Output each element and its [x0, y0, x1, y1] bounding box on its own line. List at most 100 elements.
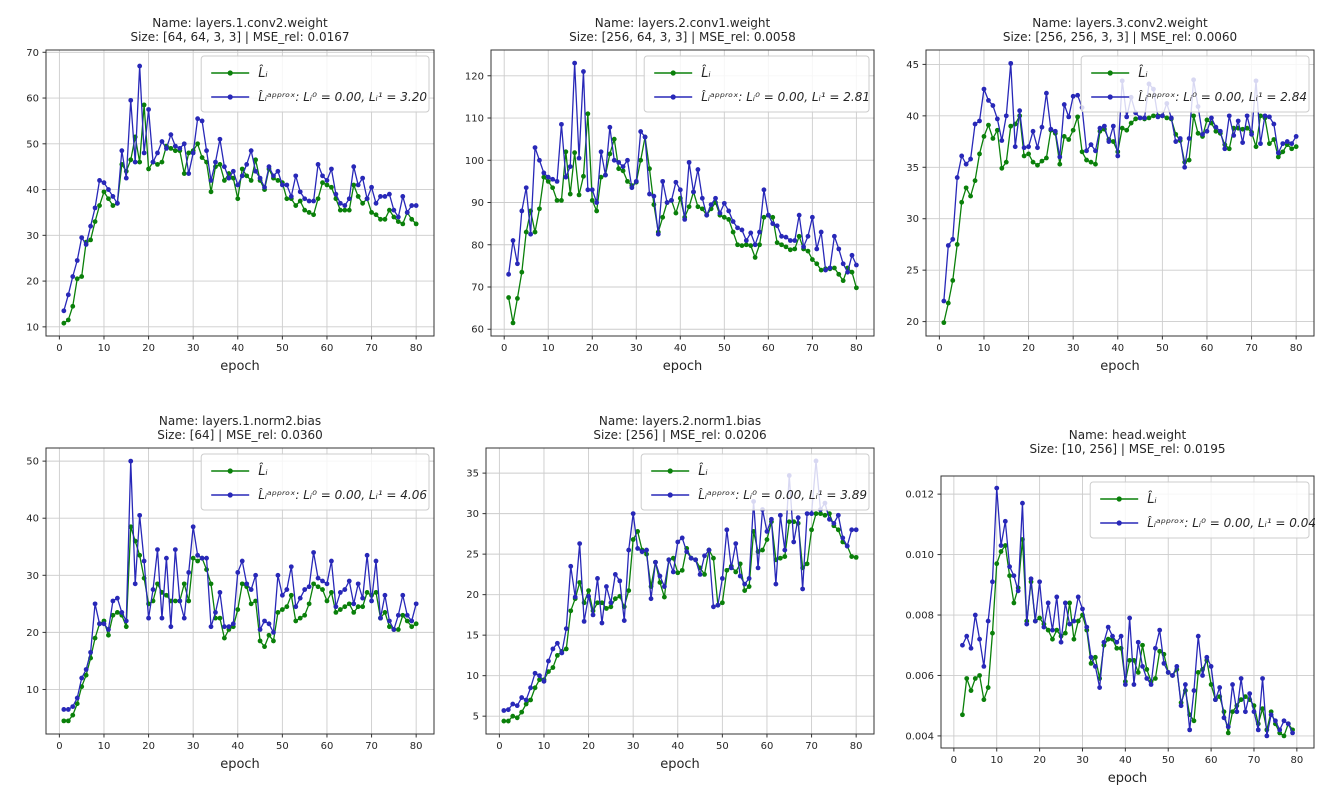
- svg-text:50: 50: [716, 741, 729, 752]
- svg-text:70: 70: [365, 343, 378, 354]
- svg-text:10: 10: [990, 755, 1003, 766]
- svg-text:0: 0: [951, 755, 957, 766]
- svg-text:60: 60: [26, 94, 39, 105]
- chart-title-name: Name: layers.2.conv1.weight: [594, 16, 771, 30]
- figure-grid: Name: layers.1.conv2.weight Size: [64, 6…: [0, 8, 1320, 786]
- chart-layers-1-norm2-bias: Name: layers.1.norm2.bias Size: [64] | M…: [0, 406, 440, 772]
- svg-text:40: 40: [1119, 755, 1132, 766]
- svg-text:70: 70: [806, 343, 819, 354]
- svg-text:60: 60: [762, 343, 775, 354]
- svg-text:L̂ᵢ: L̂ᵢ: [1138, 66, 1148, 81]
- chart-title-size: Size: [256] | MSE_rel: 0.0206: [593, 428, 767, 442]
- svg-text:70: 70: [805, 741, 818, 752]
- svg-text:80: 80: [410, 343, 423, 354]
- plot-area: 0 10 20 30 40 50 60 70 80 10 20 30 40 50 epoch L̂ᵢ L̂ᵢᵃᵖ…: [0, 442, 440, 778]
- svg-text:40: 40: [26, 185, 39, 196]
- plot-area: 0 10 20 30 40 50 60 70 80 60 70 80 90 100 110 120 epoch L…: [440, 44, 880, 380]
- chart-title-name: Name: layers.3.conv2.weight: [1032, 16, 1208, 30]
- svg-text:25: 25: [906, 266, 919, 277]
- svg-text:0: 0: [496, 741, 502, 752]
- svg-text:60: 60: [471, 325, 484, 336]
- svg-text:110: 110: [465, 114, 484, 125]
- svg-text:30: 30: [1076, 755, 1089, 766]
- chart-title-size: Size: [256, 256, 3, 3] | MSE_rel: 0.0060: [1002, 30, 1238, 44]
- svg-text:60: 60: [321, 343, 334, 354]
- svg-text:50: 50: [276, 343, 289, 354]
- svg-text:epoch: epoch: [220, 359, 260, 374]
- svg-text:L̂ᵢ: L̂ᵢ: [258, 66, 268, 81]
- svg-text:50: 50: [718, 343, 731, 354]
- svg-text:60: 60: [1205, 755, 1218, 766]
- svg-text:30: 30: [906, 214, 919, 225]
- svg-text:L̂ᵢᵃᵖᵖʳᵒˣ: Lᵢ⁰ = 0.00, Lᵢ¹ = 3: L̂ᵢᵃᵖᵖʳᵒˣ: Lᵢ⁰ = 0.00, Lᵢ¹ = 3.20: [258, 90, 427, 104]
- svg-text:0: 0: [56, 343, 62, 354]
- svg-text:20: 20: [142, 343, 155, 354]
- svg-text:40: 40: [674, 343, 687, 354]
- svg-text:20: 20: [1022, 343, 1035, 354]
- chart-head-weight: Name: head.weight Size: [10, 256] | MSE_…: [880, 406, 1320, 786]
- svg-text:L̂ᵢ: L̂ᵢ: [698, 464, 708, 479]
- svg-text:25: 25: [466, 550, 479, 561]
- svg-text:L̂ᵢᵃᵖᵖʳᵒˣ: Lᵢ⁰ = 0.00, Lᵢ¹ = 0: L̂ᵢᵃᵖᵖʳᵒˣ: Lᵢ⁰ = 0.00, Lᵢ¹ = 0.04: [1147, 516, 1316, 530]
- chart-title-size: Size: [64] | MSE_rel: 0.0360: [157, 428, 323, 442]
- svg-text:30: 30: [630, 343, 643, 354]
- svg-text:30: 30: [627, 741, 640, 752]
- svg-text:30: 30: [26, 571, 39, 582]
- svg-text:20: 20: [466, 590, 479, 601]
- chart-layers-1-conv2-weight: Name: layers.1.conv2.weight Size: [64, 6…: [0, 8, 440, 406]
- chart-title-size: Size: [256, 64, 3, 3] | MSE_rel: 0.0058: [569, 30, 796, 44]
- svg-text:40: 40: [231, 343, 244, 354]
- chart-layers-3-conv2-weight: Name: layers.3.conv2.weight Size: [256, …: [880, 8, 1320, 406]
- svg-text:10: 10: [26, 322, 39, 333]
- svg-text:10: 10: [26, 685, 39, 696]
- svg-text:20: 20: [582, 741, 595, 752]
- chart-title: Name: head.weight Size: [10, 256] | MSE_…: [880, 428, 1320, 456]
- svg-text:10: 10: [466, 671, 479, 682]
- svg-text:0.010: 0.010: [905, 550, 934, 561]
- svg-text:epoch: epoch: [663, 359, 703, 374]
- svg-text:40: 40: [1111, 343, 1124, 354]
- svg-text:45: 45: [906, 60, 919, 71]
- svg-text:80: 80: [1290, 755, 1303, 766]
- svg-text:10: 10: [538, 741, 551, 752]
- svg-text:0.006: 0.006: [905, 671, 934, 682]
- svg-text:L̂ᵢᵃᵖᵖʳᵒˣ: Lᵢ⁰ = 0.00, Lᵢ¹ = 3: L̂ᵢᵃᵖᵖʳᵒˣ: Lᵢ⁰ = 0.00, Lᵢ¹ = 3.89: [698, 488, 867, 502]
- svg-text:60: 60: [761, 741, 774, 752]
- svg-text:40: 40: [671, 741, 684, 752]
- svg-text:80: 80: [410, 741, 423, 752]
- svg-text:30: 30: [26, 231, 39, 242]
- svg-text:30: 30: [1067, 343, 1080, 354]
- svg-text:80: 80: [850, 343, 863, 354]
- svg-text:0: 0: [936, 343, 942, 354]
- svg-text:60: 60: [321, 741, 334, 752]
- svg-text:70: 70: [1245, 343, 1258, 354]
- svg-text:20: 20: [586, 343, 599, 354]
- svg-text:epoch: epoch: [220, 757, 260, 772]
- svg-text:35: 35: [466, 469, 479, 480]
- svg-text:0: 0: [56, 741, 62, 752]
- plot-area: 0 10 20 30 40 50 60 70 80 20 25 30 35 40 45 epoch L̂ᵢ L̂ᵢ…: [880, 44, 1320, 380]
- svg-text:20: 20: [26, 628, 39, 639]
- svg-text:15: 15: [466, 631, 479, 642]
- svg-text:epoch: epoch: [660, 757, 700, 772]
- svg-text:0.004: 0.004: [905, 731, 934, 742]
- svg-text:20: 20: [906, 317, 919, 328]
- svg-text:20: 20: [26, 277, 39, 288]
- svg-text:120: 120: [465, 71, 484, 82]
- svg-text:0.012: 0.012: [905, 490, 934, 501]
- svg-text:20: 20: [142, 741, 155, 752]
- svg-text:50: 50: [1156, 343, 1169, 354]
- svg-text:epoch: epoch: [1108, 771, 1148, 786]
- plot-area: 0 10 20 30 40 50 60 70 80 10 20 30 40 50 60 70 epoch L̂ᵢ L…: [0, 44, 440, 380]
- svg-text:70: 70: [1248, 755, 1261, 766]
- svg-text:30: 30: [187, 741, 200, 752]
- svg-text:L̂ᵢᵃᵖᵖʳᵒˣ: Lᵢ⁰ = 0.00, Lᵢ¹ = 4: L̂ᵢᵃᵖᵖʳᵒˣ: Lᵢ⁰ = 0.00, Lᵢ¹ = 4.06: [258, 488, 427, 502]
- svg-text:10: 10: [542, 343, 555, 354]
- chart-title-name: Name: head.weight: [1068, 428, 1187, 442]
- chart-title-name: Name: layers.1.norm2.bias: [158, 414, 322, 428]
- chart-title: Name: layers.1.conv2.weight Size: [64, 6…: [0, 16, 440, 44]
- chart-title-size: Size: [64, 64, 3, 3] | MSE_rel: 0.0167: [130, 30, 350, 44]
- svg-text:40: 40: [26, 514, 39, 525]
- chart-title: Name: layers.1.norm2.bias Size: [64] | M…: [0, 414, 440, 442]
- svg-text:10: 10: [978, 343, 991, 354]
